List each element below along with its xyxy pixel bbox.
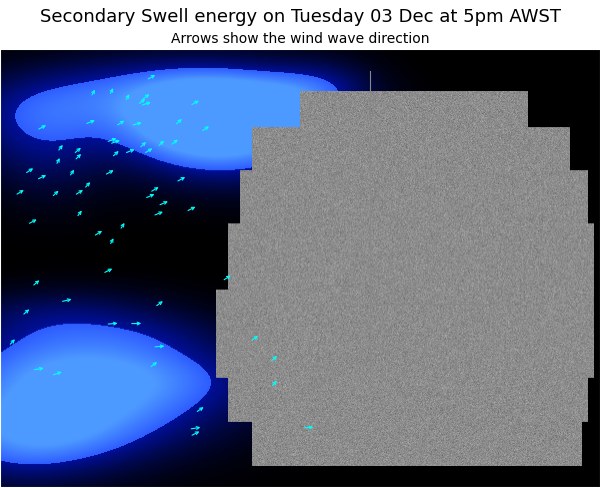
Text: Secondary Swell energy on Tuesday 03 Dec at 5pm AWST: Secondary Swell energy on Tuesday 03 Dec… xyxy=(40,8,561,26)
Text: Arrows show the wind wave direction: Arrows show the wind wave direction xyxy=(171,32,430,46)
